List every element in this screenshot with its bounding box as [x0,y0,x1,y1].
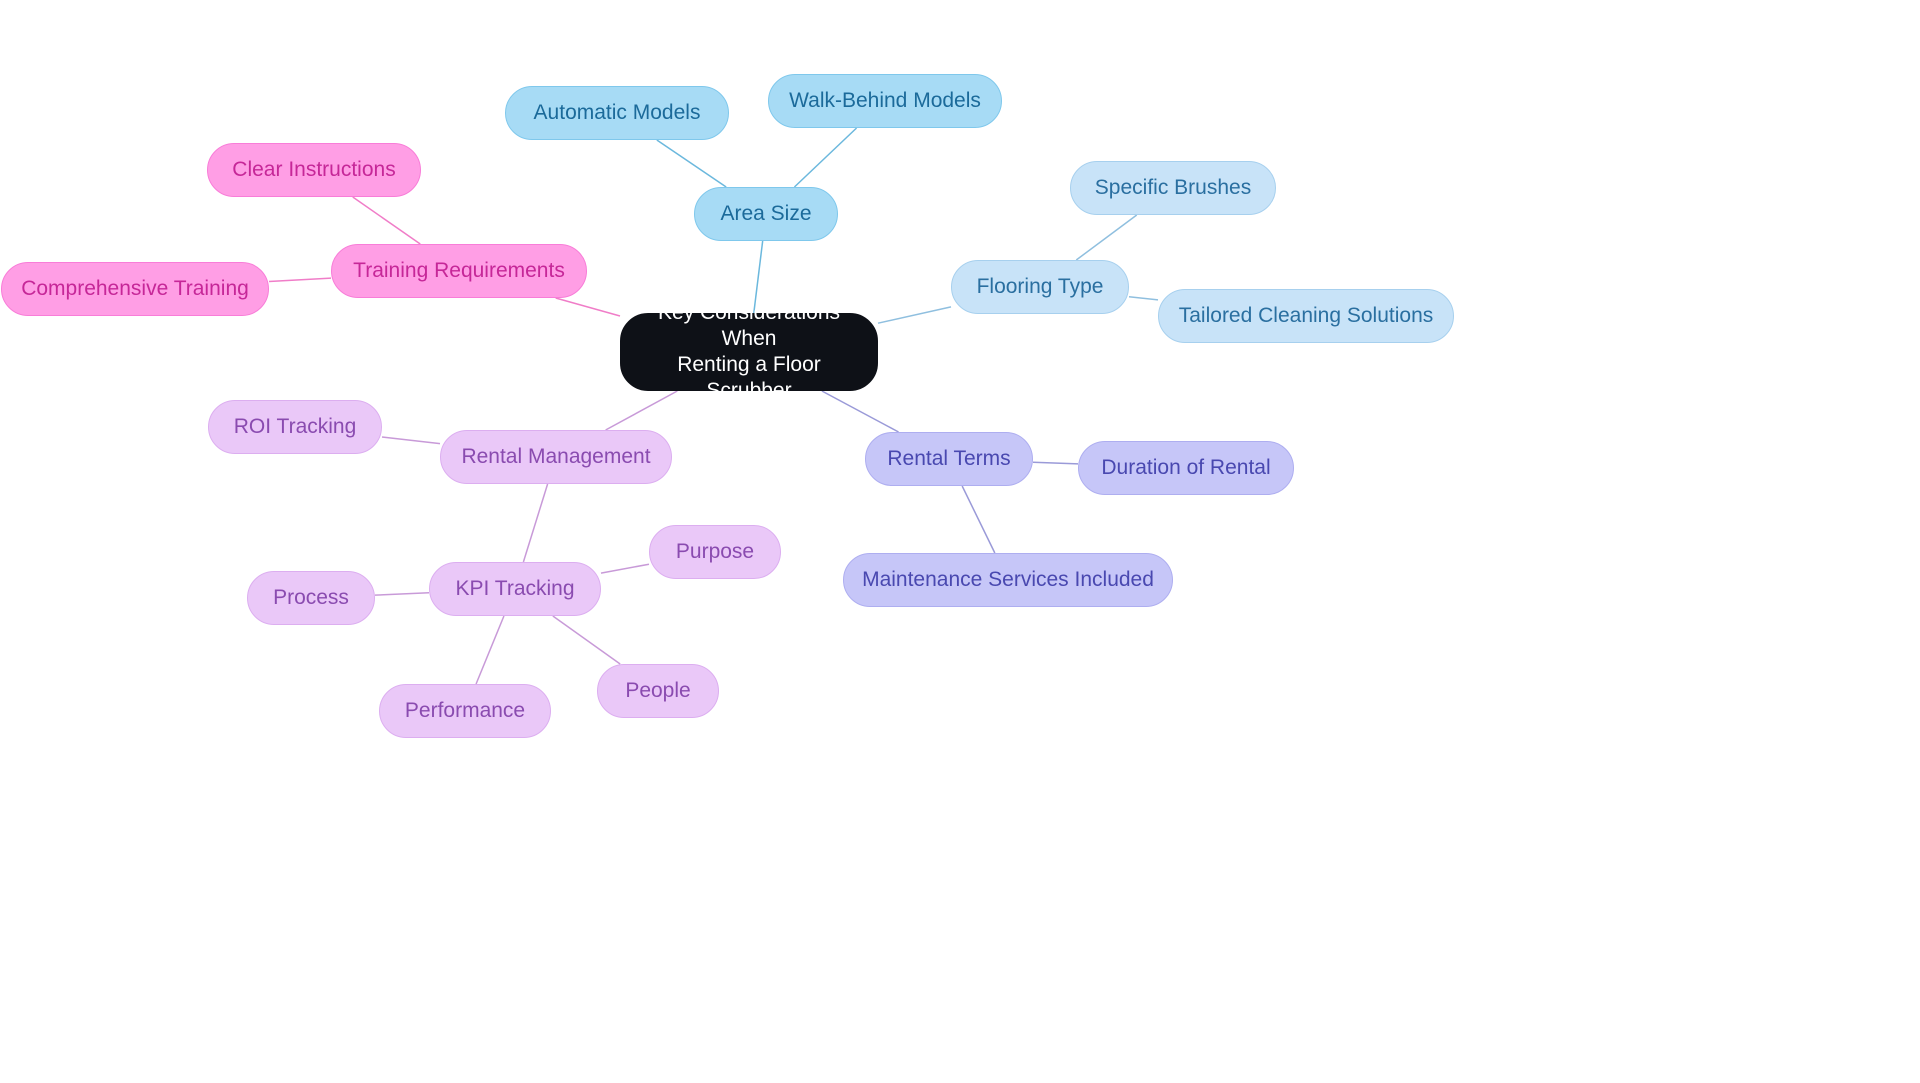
node-automatic_models: Automatic Models [505,86,729,140]
edge-rental_terms-duration_rental [1033,462,1078,464]
node-rental_mgmt: Rental Management [440,430,672,484]
node-tailored_solutions: Tailored Cleaning Solutions [1158,289,1454,343]
edge-kpi_tracking-performance [476,616,504,684]
edge-root-flooring_type [878,307,951,323]
node-training_req: Training Requirements [331,244,587,298]
edge-area_size-walk_behind [794,128,856,187]
node-purpose: Purpose [649,525,781,579]
node-rental_terms: Rental Terms [865,432,1033,486]
edge-flooring_type-tailored_solutions [1129,297,1158,300]
node-specific_brushes: Specific Brushes [1070,161,1276,215]
node-process: Process [247,571,375,625]
edge-training_req-comprehensive_training [269,278,331,281]
node-maintenance_services: Maintenance Services Included [843,553,1173,607]
node-comprehensive_training: Comprehensive Training [1,262,269,316]
edge-kpi_tracking-people [553,616,620,664]
node-root: Key Considerations WhenRenting a Floor S… [620,313,878,391]
node-clear_instructions: Clear Instructions [207,143,421,197]
edge-rental_mgmt-kpi_tracking [523,484,547,562]
node-flooring_type: Flooring Type [951,260,1129,314]
edge-kpi_tracking-process [375,593,429,595]
edge-flooring_type-specific_brushes [1076,215,1136,260]
edge-area_size-automatic_models [657,140,726,187]
edge-rental_mgmt-roi_tracking [382,437,440,444]
node-walk_behind: Walk-Behind Models [768,74,1002,128]
node-area_size: Area Size [694,187,838,241]
edge-root-training_req [556,298,620,316]
edge-rental_terms-maintenance_services [962,486,995,553]
node-roi_tracking: ROI Tracking [208,400,382,454]
node-duration_rental: Duration of Rental [1078,441,1294,495]
node-performance: Performance [379,684,551,738]
node-kpi_tracking: KPI Tracking [429,562,601,616]
edge-kpi_tracking-purpose [601,564,649,573]
edge-training_req-clear_instructions [353,197,420,244]
node-people: People [597,664,719,718]
